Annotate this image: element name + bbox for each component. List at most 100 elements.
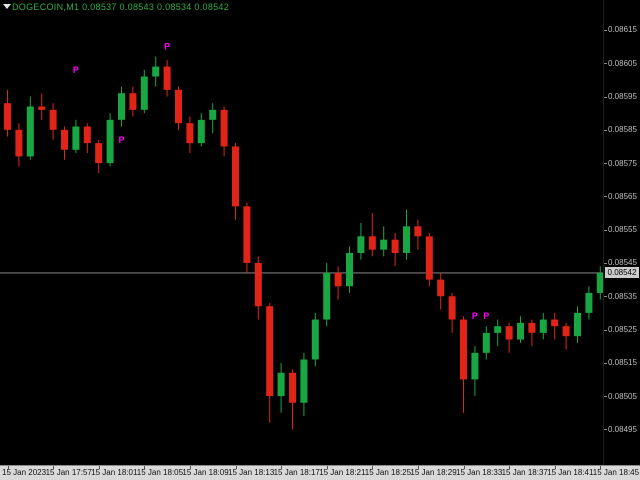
time-axis-tick xyxy=(554,466,556,469)
candle-body xyxy=(106,119,114,164)
candle-body xyxy=(220,109,228,147)
candle-body xyxy=(517,322,524,340)
candle-body xyxy=(460,319,467,380)
candle-body xyxy=(562,326,570,337)
symbol-ohlc-info: DOGECOIN,M1 0.08537 0.08543 0.08534 0.08… xyxy=(12,2,230,12)
candle-body xyxy=(585,292,593,313)
time-axis-label: 15 Jan 18:21 xyxy=(319,468,366,477)
price-axis-label: 0.08555 xyxy=(608,225,637,235)
time-axis-label: 15 Jan 18:09 xyxy=(182,468,229,477)
candle-body xyxy=(494,326,502,333)
price-axis-label: 0.08535 xyxy=(608,291,637,301)
indicator-marker: P xyxy=(118,135,124,145)
candle-body xyxy=(539,319,547,333)
candle-body xyxy=(232,146,239,207)
candle-body xyxy=(15,129,23,157)
candle-body xyxy=(197,119,205,144)
time-axis-tick xyxy=(326,466,328,469)
price-axis-tick xyxy=(604,229,607,231)
candles xyxy=(4,56,604,430)
candle-body xyxy=(323,272,331,320)
candle-body xyxy=(38,106,46,110)
candle-body xyxy=(140,76,148,110)
price-axis-label: 0.08545 xyxy=(608,258,637,268)
price-axis-tick xyxy=(604,63,607,65)
price-axis-tick xyxy=(604,362,607,364)
price-axis-label: 0.08615 xyxy=(608,25,637,35)
time-axis-label: 15 Jan 18:13 xyxy=(228,468,275,477)
candle-body xyxy=(61,129,68,150)
price-axis-label: 0.08505 xyxy=(608,391,637,401)
time-axis-tick xyxy=(372,466,374,469)
candle-body xyxy=(266,306,274,397)
candle-body xyxy=(403,226,410,253)
price-axis-tick xyxy=(604,262,607,264)
candle-body xyxy=(243,206,251,263)
candle-body xyxy=(437,279,445,297)
candle-body xyxy=(311,319,319,360)
candle-body xyxy=(95,143,103,164)
candle-body xyxy=(4,103,11,130)
candle-body xyxy=(471,352,479,380)
candle-body xyxy=(368,236,376,250)
time-axis-tick xyxy=(417,466,419,469)
price-axis-tick xyxy=(604,196,607,198)
price-axis[interactable]: 0.08542 0.08615 0.08605 0.08595 0.08585 0.08… xyxy=(603,0,640,466)
price-axis-tick xyxy=(604,429,607,431)
candle-body xyxy=(49,109,57,130)
candle-body xyxy=(391,239,399,253)
time-axis-label: 15 Jan 18:45 xyxy=(592,468,640,477)
time-axis-label: 15 Jan 18:25 xyxy=(364,468,412,477)
price-axis-label: 0.08585 xyxy=(608,125,637,135)
time-axis-tick xyxy=(98,466,100,469)
time-axis-label: 15 Jan 18:17 xyxy=(273,468,320,477)
indicator-marker: P xyxy=(73,65,79,75)
candle-body xyxy=(551,319,559,327)
time-axis-tick xyxy=(53,466,55,469)
current-price-badge: 0.08542 xyxy=(605,267,639,279)
time-axis-label: 15 Jan 18:41 xyxy=(547,468,594,477)
price-axis-label: 0.08605 xyxy=(608,58,637,68)
price-axis-label: 0.08565 xyxy=(608,191,637,201)
candle-body xyxy=(209,109,217,120)
price-axis-tick xyxy=(604,296,607,298)
candle-body xyxy=(482,332,490,353)
price-axis-tick xyxy=(604,29,607,31)
price-axis-tick xyxy=(604,329,607,331)
time-axis-label: 15 Jan 18:37 xyxy=(501,468,548,477)
price-axis-tick xyxy=(604,129,607,131)
candle-body xyxy=(380,239,388,250)
time-axis[interactable]: 15 Jan 2023 15 Jan 17:57 15 Jan 18:01 15 Ja… xyxy=(0,465,640,480)
time-axis-tick xyxy=(463,466,465,469)
candle-body xyxy=(448,296,456,320)
candle-body xyxy=(186,123,194,144)
one-click-trading-icon[interactable] xyxy=(3,4,11,9)
price-axis-label: 0.08595 xyxy=(608,92,637,102)
candle-body xyxy=(414,226,422,237)
candle-body xyxy=(334,272,342,287)
time-axis-label: 15 Jan 18:05 xyxy=(136,468,184,477)
candle-body xyxy=(72,126,80,150)
candle-body xyxy=(163,66,171,90)
candle-body xyxy=(118,93,125,120)
price-axis-label: 0.08525 xyxy=(608,325,637,335)
price-axis-tick xyxy=(604,163,607,165)
time-axis-tick xyxy=(144,466,146,469)
time-axis-label: 15 Jan 2023 xyxy=(2,468,47,477)
price-axis-tick xyxy=(604,396,607,398)
price-axis-tick xyxy=(604,96,607,98)
time-axis-label: 15 Jan 17:57 xyxy=(45,468,92,477)
candle-body xyxy=(357,236,365,253)
candle-body xyxy=(83,126,91,144)
candle-body xyxy=(26,106,34,157)
candle-body xyxy=(574,312,581,337)
candle-body xyxy=(152,66,160,77)
time-axis-tick xyxy=(7,466,9,469)
candle-body xyxy=(277,372,285,397)
candle-body xyxy=(346,252,353,287)
time-axis-label: 15 Jan 18:01 xyxy=(91,468,138,477)
time-axis-label: 15 Jan 18:33 xyxy=(456,468,503,477)
candle-body xyxy=(528,322,536,333)
